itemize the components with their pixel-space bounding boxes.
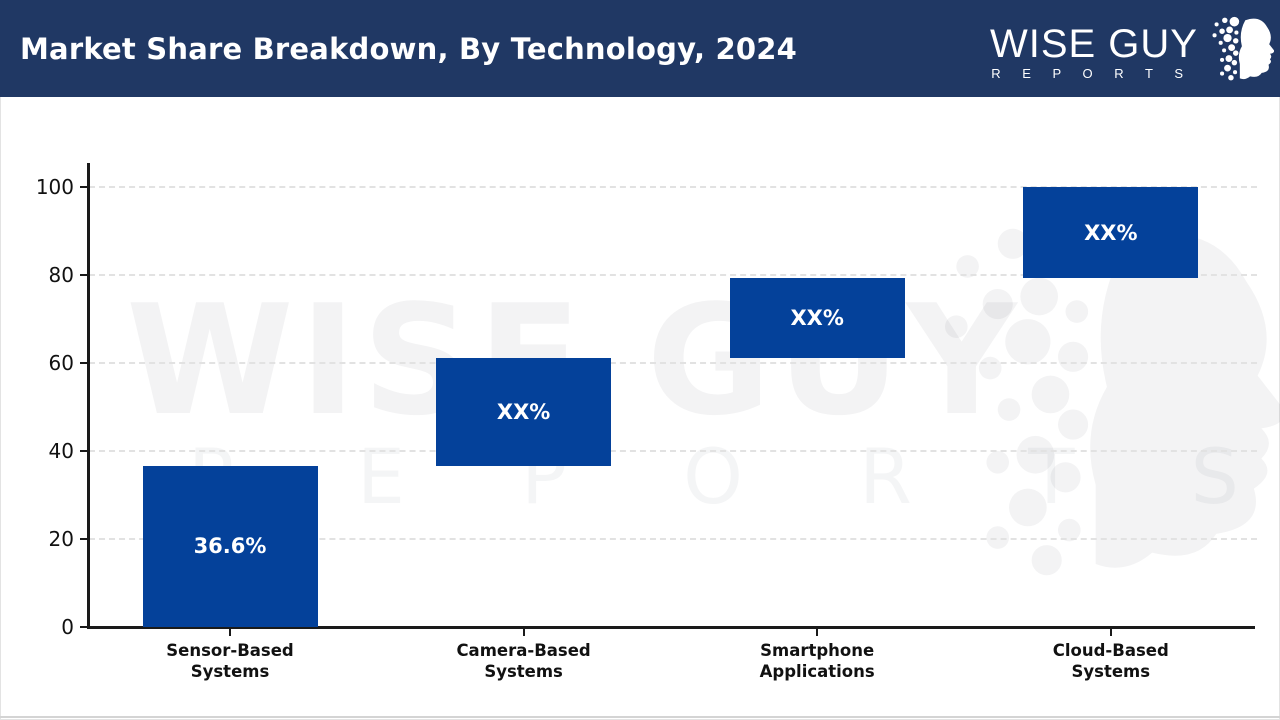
y-tick-20 <box>80 538 88 540</box>
x-tick-1 <box>522 628 525 636</box>
gridline-100 <box>89 186 1257 188</box>
gridline-40 <box>89 450 1257 452</box>
header-bar: Market Share Breakdown, By Technology, 2… <box>0 0 1280 97</box>
x-tick-3 <box>1109 628 1112 636</box>
logo-name-text: WISE GUY <box>989 22 1198 66</box>
y-tick-label: 40 <box>48 439 74 463</box>
bar-value-label: XX% <box>1084 220 1138 245</box>
y-tick-80 <box>80 274 88 276</box>
gridline-60 <box>89 362 1257 364</box>
y-tick-label: 100 <box>35 175 74 199</box>
bar-value-label: 36.6% <box>193 534 267 559</box>
y-tick-60 <box>80 362 88 364</box>
category-label-0: Sensor-Based Systems <box>166 641 294 681</box>
bar-smartphone-applications: XX% <box>729 278 905 359</box>
y-tick-0 <box>80 626 88 628</box>
y-tick-label: 80 <box>48 263 74 287</box>
bar-cloud-based-systems: XX% <box>1023 187 1199 279</box>
category-label-1: Camera-Based Systems <box>456 641 591 681</box>
category-label-3: Cloud-Based Systems <box>1052 641 1169 681</box>
y-tick-40 <box>80 450 88 452</box>
logo-face-dots-icon <box>1192 4 1274 94</box>
bar-value-label: XX% <box>496 400 551 425</box>
x-tick-0 <box>229 628 231 636</box>
y-tick-100 <box>80 186 88 188</box>
gridline-20 <box>89 538 1257 540</box>
y-tick-label: 60 <box>48 351 74 375</box>
bar-value-label: XX% <box>790 306 844 331</box>
gridline-80 <box>89 274 1257 276</box>
y-tick-label: 0 <box>61 615 74 639</box>
x-axis-spine <box>87 626 1255 629</box>
bar-camera-based-systems: XX% <box>436 358 612 466</box>
bar-sensor-based-systems: 36.6% <box>142 465 318 627</box>
page-title: Market Share Breakdown, By Technology, 2… <box>20 31 798 66</box>
wise-guy-reports-logo: WISE GUY R E P O R T S <box>990 0 1270 97</box>
logo-reports-text: R E P O R T S <box>991 66 1192 81</box>
y-tick-label: 20 <box>48 527 74 551</box>
x-tick-2 <box>816 628 819 636</box>
y-axis-spine <box>87 162 90 629</box>
bottom-edge-line <box>0 716 1280 718</box>
category-label-2: Smartphone Applications <box>759 641 875 681</box>
